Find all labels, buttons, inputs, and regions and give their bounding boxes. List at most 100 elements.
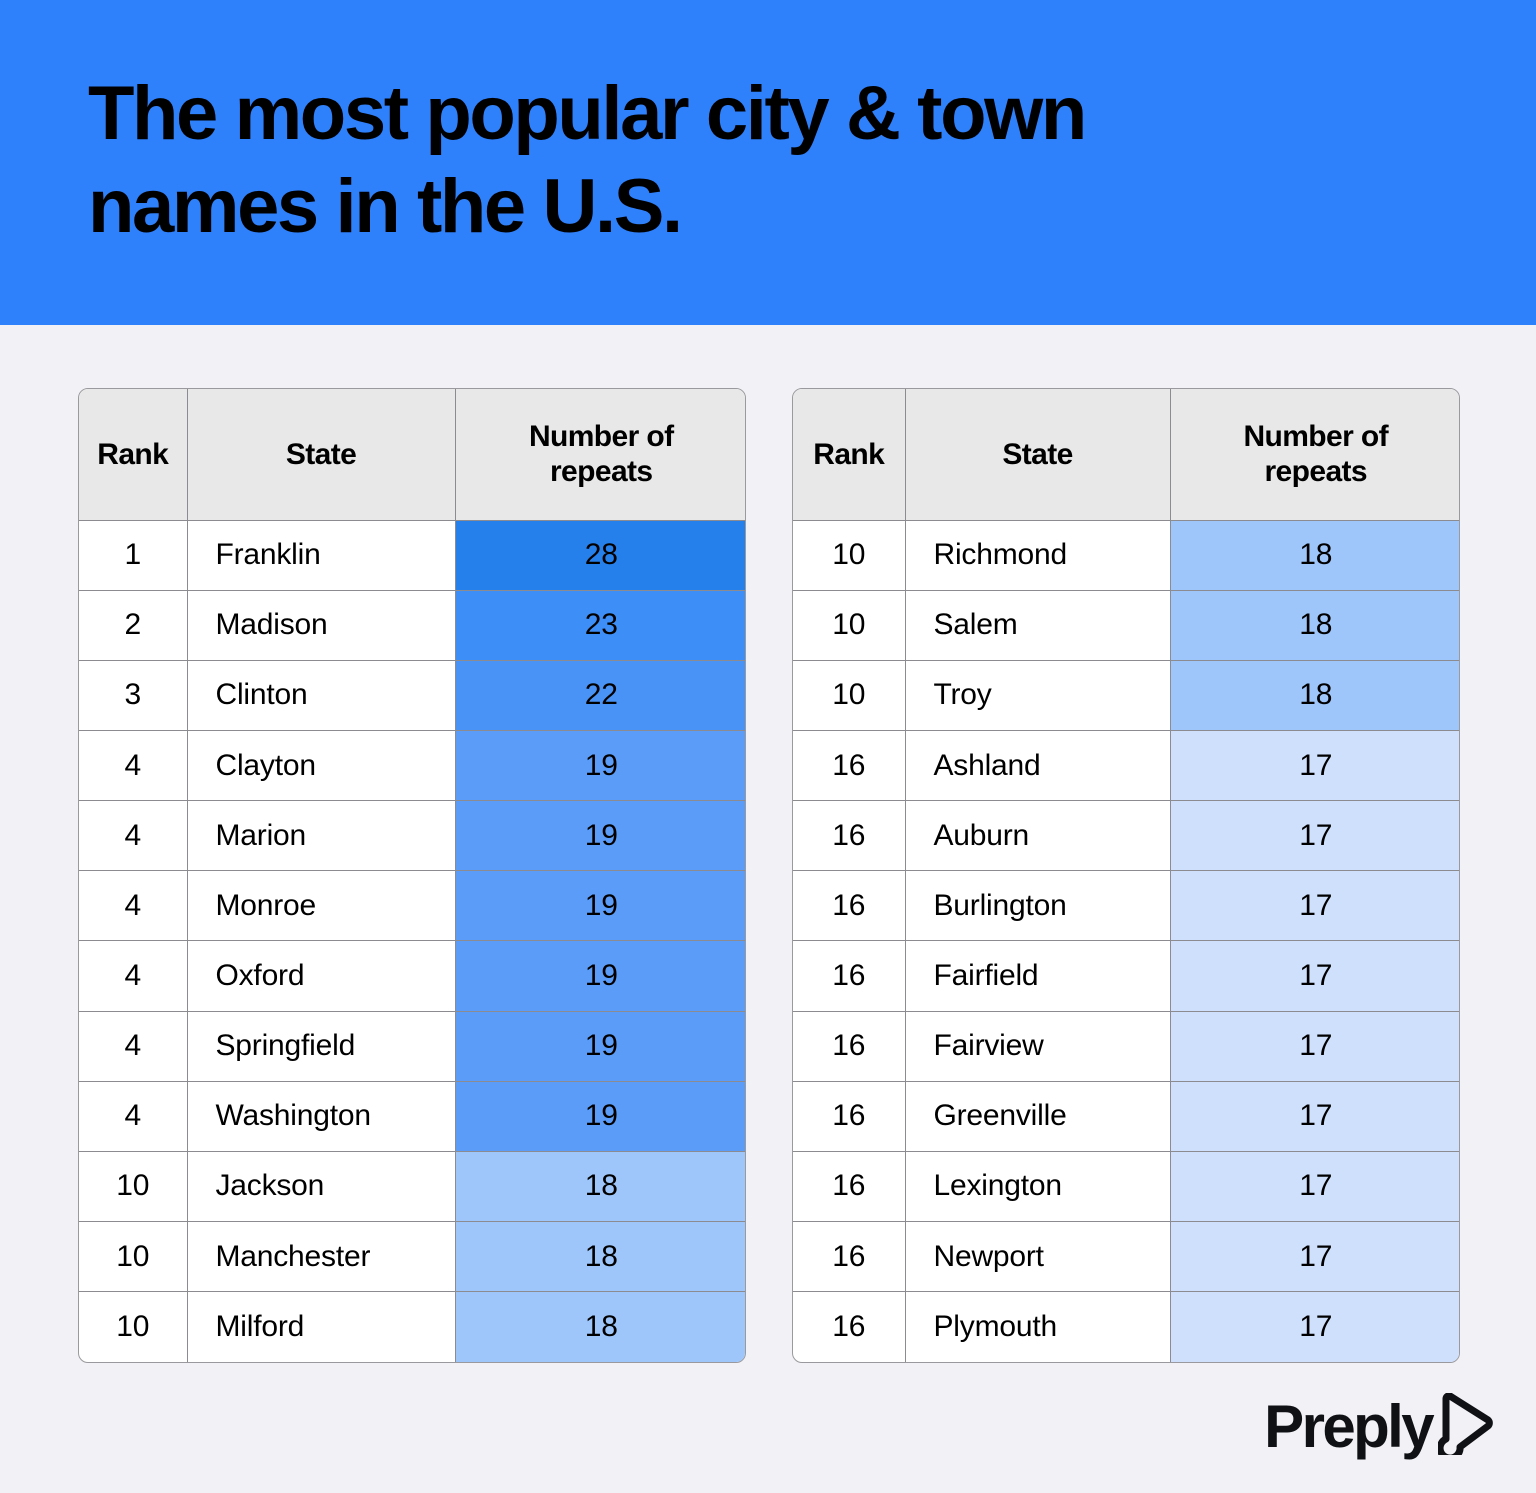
table-row: 16 Newport 17 [793, 1221, 1459, 1293]
state-cell: Jackson [187, 1151, 456, 1223]
repeats-value-cell: 18 [1170, 590, 1459, 661]
state-cell: Newport [905, 1221, 1171, 1293]
state-cell: Clinton [187, 660, 456, 731]
repeats-value-cell: 17 [1170, 800, 1459, 872]
repeats-value-cell: 17 [1170, 730, 1459, 802]
state-cell: Fairfield [905, 940, 1171, 1012]
state-cell: Richmond [905, 520, 1171, 591]
repeats-value-cell: 17 [1170, 1081, 1459, 1152]
column-header-rank: Rank [79, 389, 188, 521]
page-title: The most popular city & town names in th… [88, 71, 1087, 249]
table-row: 16 Ashland 17 [793, 730, 1459, 802]
state-cell: Ashland [905, 730, 1171, 802]
preply-wordmark: Preply [1264, 1392, 1434, 1460]
state-cell: Troy [905, 660, 1171, 731]
rank-cell: 16 [793, 1081, 906, 1152]
state-cell: Monroe [187, 870, 456, 942]
repeats-value-cell: 19 [455, 940, 745, 1012]
tables-container: Rank State Number of repeats 1 Franklin 28… [78, 388, 1460, 1363]
rank-cell: 10 [793, 660, 906, 731]
rank-cell: 4 [79, 800, 188, 872]
table-row: 10 Milford 18 [79, 1291, 745, 1362]
table-row: 1 Franklin 28 [79, 520, 745, 591]
rank-cell: 16 [793, 730, 906, 802]
state-cell: Greenville [905, 1081, 1171, 1152]
table-row: 4 Oxford 19 [79, 940, 745, 1012]
state-cell: Burlington [905, 870, 1171, 942]
table-row: 16 Plymouth 17 [793, 1291, 1459, 1362]
rank-cell: 16 [793, 1291, 906, 1362]
left-table-card: Rank State Number of repeats 1 Franklin 28… [78, 388, 746, 1363]
header-row: Rank State Number of repeats [79, 389, 745, 521]
rank-cell: 4 [79, 730, 188, 802]
repeats-value-cell: 28 [455, 520, 745, 591]
table-row: 10 Salem 18 [793, 590, 1459, 661]
rank-cell: 16 [793, 940, 906, 1012]
repeats-value-cell: 19 [455, 1011, 745, 1082]
state-cell: Auburn [905, 800, 1171, 872]
rank-cell: 16 [793, 800, 906, 872]
state-cell: Lexington [905, 1151, 1171, 1223]
repeats-value-cell: 17 [1170, 1011, 1459, 1082]
table-row: 16 Auburn 17 [793, 800, 1459, 872]
state-cell: Fairview [905, 1011, 1171, 1082]
rank-cell: 16 [793, 870, 906, 942]
state-cell: Franklin [187, 520, 456, 591]
repeats-value-cell: 17 [1170, 1291, 1459, 1362]
rank-cell: 10 [793, 590, 906, 661]
rank-cell: 16 [793, 1011, 906, 1082]
table-row: 16 Greenville 17 [793, 1081, 1459, 1152]
repeats-value-cell: 19 [455, 870, 745, 942]
left-table: Rank State Number of repeats 1 Franklin 28… [79, 389, 745, 1362]
state-cell: Clayton [187, 730, 456, 802]
rank-cell: 4 [79, 1081, 188, 1152]
column-header-state: State [905, 389, 1171, 521]
right-table-body: 10 Richmond 18 10 Salem 18 10 Troy 18 16 Ashland 17… [793, 520, 1459, 1362]
repeats-value-cell: 17 [1170, 940, 1459, 1012]
repeats-value-cell: 19 [455, 1081, 745, 1152]
rank-cell: 16 [793, 1151, 906, 1223]
header-banner: The most popular city & town names in th… [0, 0, 1536, 325]
table-row: 16 Lexington 17 [793, 1151, 1459, 1223]
rank-cell: 10 [79, 1221, 188, 1293]
right-table-header: Rank State Number of repeats [793, 389, 1459, 521]
rank-cell: 1 [79, 520, 188, 591]
state-cell: Manchester [187, 1221, 456, 1293]
header-row: Rank State Number of repeats [793, 389, 1459, 521]
repeats-value-cell: 17 [1170, 870, 1459, 942]
preply-play-bubble-icon [1436, 1392, 1496, 1462]
repeats-value-cell: 18 [1170, 520, 1459, 591]
table-row: 10 Richmond 18 [793, 520, 1459, 591]
state-cell: Salem [905, 590, 1171, 661]
rank-cell: 10 [793, 520, 906, 591]
state-cell: Oxford [187, 940, 456, 1012]
state-cell: Madison [187, 590, 456, 661]
rank-cell: 4 [79, 1011, 188, 1082]
rank-cell: 10 [79, 1291, 188, 1362]
table-row: 4 Clayton 19 [79, 730, 745, 802]
repeats-value-cell: 18 [455, 1151, 745, 1223]
repeats-value-cell: 18 [455, 1291, 745, 1362]
rank-cell: 10 [79, 1151, 188, 1223]
repeats-value-cell: 19 [455, 800, 745, 872]
preply-logo: Preply [1264, 1392, 1496, 1462]
repeats-value-cell: 17 [1170, 1151, 1459, 1223]
table-row: 10 Manchester 18 [79, 1221, 745, 1293]
rank-cell: 2 [79, 590, 188, 661]
column-header-value: Number of repeats [1170, 389, 1459, 521]
table-row: 10 Troy 18 [793, 660, 1459, 731]
table-row: 3 Clinton 22 [79, 660, 745, 731]
table-row: 16 Fairfield 17 [793, 940, 1459, 1012]
table-row: 16 Burlington 17 [793, 870, 1459, 942]
repeats-value-cell: 18 [455, 1221, 745, 1293]
table-row: 10 Jackson 18 [79, 1151, 745, 1223]
rank-cell: 4 [79, 940, 188, 1012]
right-table-card: Rank State Number of repeats 10 Richmond 1… [792, 388, 1460, 1363]
state-cell: Plymouth [905, 1291, 1171, 1362]
table-row: 16 Fairview 17 [793, 1011, 1459, 1082]
column-header-value: Number of repeats [455, 389, 745, 521]
repeats-value-cell: 22 [455, 660, 745, 731]
repeats-value-cell: 23 [455, 590, 745, 661]
right-table: Rank State Number of repeats 10 Richmond 1… [793, 389, 1459, 1362]
rank-cell: 4 [79, 870, 188, 942]
